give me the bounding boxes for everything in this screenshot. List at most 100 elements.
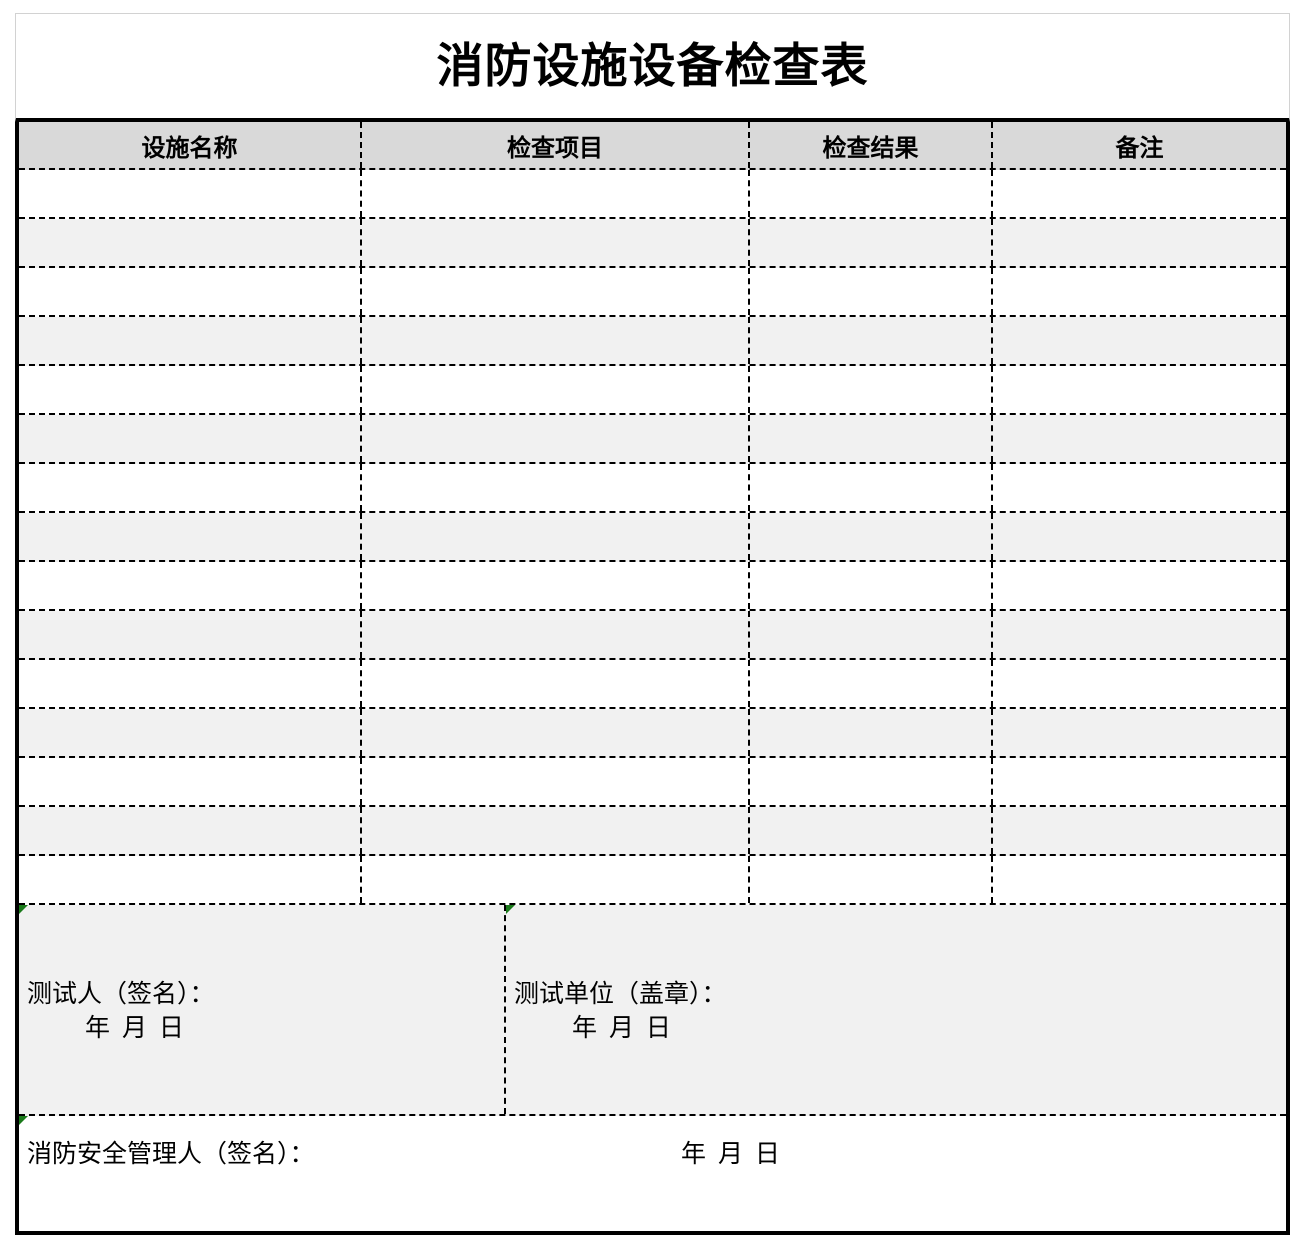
- table-cell-inspection_result[interactable]: [748, 464, 991, 511]
- table-cell-inspection_item[interactable]: [360, 611, 748, 658]
- table-row[interactable]: [19, 709, 1286, 758]
- table-row[interactable]: [19, 464, 1286, 513]
- table-cell-inspection_result[interactable]: [748, 366, 991, 413]
- table-cell-remarks[interactable]: [991, 562, 1286, 609]
- table-cell-remarks[interactable]: [991, 856, 1286, 903]
- column-header-label: 检查项目: [507, 133, 603, 162]
- table-cell-inspection_result[interactable]: [748, 660, 991, 707]
- table-cell-inspection_result[interactable]: [748, 562, 991, 609]
- table-cell-remarks[interactable]: [991, 611, 1286, 658]
- table-cell-inspection_result[interactable]: [748, 709, 991, 756]
- title-band: 消防设施设备检查表: [15, 13, 1290, 122]
- fire-safety-manager-label: 消防安全管理人（签名）：: [27, 1139, 315, 1168]
- table-body: [19, 170, 1286, 905]
- table-cell-facility_name[interactable]: [19, 268, 360, 315]
- table-cell-remarks[interactable]: [991, 268, 1286, 315]
- table-cell-facility_name[interactable]: [19, 611, 360, 658]
- fire-safety-manager-row[interactable]: 消防安全管理人（签名）： 年 月 日: [19, 1116, 1286, 1188]
- column-header-inspection-item: 检查项目: [360, 122, 748, 168]
- table-cell-facility_name[interactable]: [19, 856, 360, 903]
- table-cell-facility_name[interactable]: [19, 562, 360, 609]
- column-header-facility-name: 设施名称: [19, 122, 360, 168]
- table-cell-inspection_result[interactable]: [748, 415, 991, 462]
- table-cell-facility_name[interactable]: [19, 464, 360, 511]
- table-cell-facility_name[interactable]: [19, 807, 360, 854]
- inspection-table: 设施名称 检查项目 检查结果 备注 测试人（签名）： 年 月 日: [15, 122, 1290, 1235]
- table-cell-inspection_item[interactable]: [360, 856, 748, 903]
- column-header-remarks: 备注: [991, 122, 1286, 168]
- column-header-label: 检查结果: [822, 133, 919, 162]
- page-title: 消防设施设备检查表: [436, 38, 869, 94]
- table-row[interactable]: [19, 611, 1286, 660]
- comment-marker-icon: [506, 905, 515, 914]
- table-cell-inspection_result[interactable]: [748, 513, 991, 560]
- testing-unit-label: 测试单位（盖章）：: [514, 979, 727, 1008]
- table-cell-inspection_item[interactable]: [360, 464, 748, 511]
- table-cell-remarks[interactable]: [991, 758, 1286, 805]
- table-cell-inspection_item[interactable]: [360, 366, 748, 413]
- table-cell-facility_name[interactable]: [19, 415, 360, 462]
- table-row[interactable]: [19, 170, 1286, 219]
- column-header-label: 备注: [1115, 133, 1164, 162]
- table-cell-inspection_result[interactable]: [748, 807, 991, 854]
- table-cell-facility_name[interactable]: [19, 170, 360, 217]
- table-cell-inspection_result[interactable]: [748, 219, 991, 266]
- table-cell-inspection_result[interactable]: [748, 170, 991, 217]
- tester-signature-label: 测试人（签名）：: [27, 979, 215, 1008]
- table-row[interactable]: [19, 807, 1286, 856]
- table-cell-inspection_item[interactable]: [360, 562, 748, 609]
- table-cell-inspection_item[interactable]: [360, 513, 748, 560]
- table-row[interactable]: [19, 660, 1286, 709]
- tester-date-line: 年 月 日: [85, 1012, 186, 1042]
- table-cell-inspection_item[interactable]: [360, 807, 748, 854]
- table-cell-remarks[interactable]: [991, 170, 1286, 217]
- table-row[interactable]: [19, 268, 1286, 317]
- table-cell-facility_name[interactable]: [19, 660, 360, 707]
- table-row[interactable]: [19, 562, 1286, 611]
- table-cell-remarks[interactable]: [991, 660, 1286, 707]
- comment-marker-icon: [19, 905, 28, 914]
- table-row[interactable]: [19, 513, 1286, 562]
- table-cell-facility_name[interactable]: [19, 366, 360, 413]
- table-cell-remarks[interactable]: [991, 317, 1286, 364]
- table-cell-inspection_item[interactable]: [360, 415, 748, 462]
- table-cell-facility_name[interactable]: [19, 709, 360, 756]
- table-cell-facility_name[interactable]: [19, 317, 360, 364]
- table-cell-remarks[interactable]: [991, 807, 1286, 854]
- table-header-row: 设施名称 检查项目 检查结果 备注: [19, 122, 1286, 170]
- table-cell-inspection_item[interactable]: [360, 758, 748, 805]
- table-cell-inspection_item[interactable]: [360, 219, 748, 266]
- table-cell-remarks[interactable]: [991, 464, 1286, 511]
- table-row[interactable]: [19, 758, 1286, 807]
- table-cell-inspection_item[interactable]: [360, 268, 748, 315]
- table-cell-facility_name[interactable]: [19, 758, 360, 805]
- table-cell-remarks[interactable]: [991, 709, 1286, 756]
- table-cell-inspection_item[interactable]: [360, 170, 748, 217]
- table-cell-remarks[interactable]: [991, 366, 1286, 413]
- table-cell-facility_name[interactable]: [19, 219, 360, 266]
- table-row[interactable]: [19, 856, 1286, 905]
- fire-safety-manager-date-line: 年 月 日: [681, 1139, 782, 1168]
- testing-unit-date-line: 年 月 日: [572, 1012, 673, 1042]
- table-row[interactable]: [19, 219, 1286, 268]
- table-row[interactable]: [19, 317, 1286, 366]
- table-cell-remarks[interactable]: [991, 415, 1286, 462]
- table-cell-facility_name[interactable]: [19, 513, 360, 560]
- table-cell-inspection_item[interactable]: [360, 317, 748, 364]
- table-cell-inspection_result[interactable]: [748, 758, 991, 805]
- table-row[interactable]: [19, 366, 1286, 415]
- table-cell-inspection_item[interactable]: [360, 709, 748, 756]
- tester-signature-cell[interactable]: 测试人（签名）： 年 月 日: [19, 905, 504, 1114]
- table-cell-inspection_result[interactable]: [748, 268, 991, 315]
- worksheet: 消防设施设备检查表 设施名称 检查项目 检查结果 备注 测试人（签名）：: [15, 13, 1290, 1235]
- column-header-label: 设施名称: [141, 133, 238, 162]
- column-header-inspection-result: 检查结果: [748, 122, 991, 168]
- table-cell-inspection_result[interactable]: [748, 317, 991, 364]
- table-cell-inspection_item[interactable]: [360, 660, 748, 707]
- table-cell-remarks[interactable]: [991, 219, 1286, 266]
- table-cell-inspection_result[interactable]: [748, 856, 991, 903]
- table-row[interactable]: [19, 415, 1286, 464]
- testing-unit-signature-cell[interactable]: 测试单位（盖章）： 年 月 日: [504, 905, 1286, 1114]
- table-cell-inspection_result[interactable]: [748, 611, 991, 658]
- table-cell-remarks[interactable]: [991, 513, 1286, 560]
